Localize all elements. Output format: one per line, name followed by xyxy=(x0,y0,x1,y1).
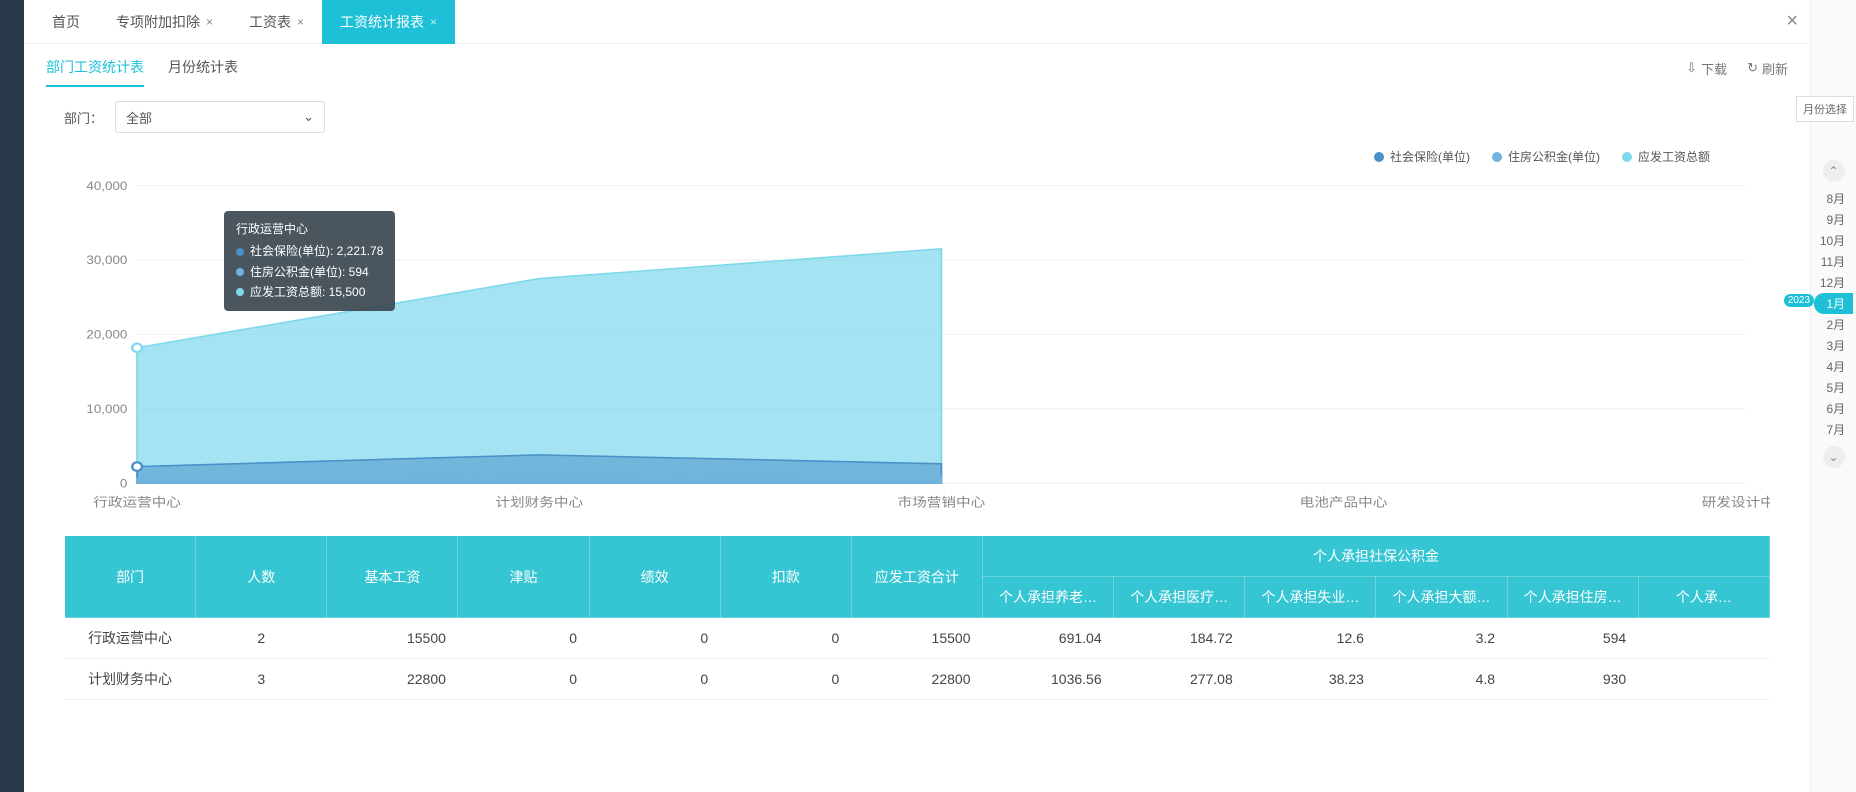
tab-label: 工资表 xyxy=(249,12,291,32)
tab-label: 专项附加扣除 xyxy=(116,12,200,32)
legend-item[interactable]: 应发工资总额 xyxy=(1622,148,1710,165)
salary-table: 部门人数基本工资津贴绩效扣款应发工资合计个人承担社保公积金个人承担养老…个人承担… xyxy=(24,515,1810,700)
month-item[interactable]: 5月 xyxy=(1814,377,1853,398)
tab-label: 工资统计报表 xyxy=(340,12,424,32)
table-group-header: 个人承担社保公积金 xyxy=(982,536,1769,577)
sub-tab-bar: 部门工资统计表月份统计表 ⇩ 下载 ↻ 刷新 xyxy=(24,44,1810,92)
month-rail-header: 月份选择 xyxy=(1796,96,1854,122)
table-cell: 930 xyxy=(1507,659,1638,700)
year-badge: 2023 xyxy=(1784,294,1814,307)
sub-tab[interactable]: 部门工资统计表 xyxy=(46,49,144,87)
svg-text:电池产品中心: 电池产品中心 xyxy=(1300,495,1388,509)
table-header: 个人承担住房… xyxy=(1507,577,1638,618)
table-row[interactable]: 行政运营中心21550000015500691.04184.7212.63.25… xyxy=(65,618,1770,659)
table-header: 部门 xyxy=(65,536,196,618)
table-cell: 0 xyxy=(589,659,720,700)
table-cell: 22800 xyxy=(327,659,458,700)
table-header: 个人承担医疗… xyxy=(1114,577,1245,618)
table-cell: 4.8 xyxy=(1376,659,1507,700)
month-item[interactable]: 11月 xyxy=(1814,251,1853,272)
month-item[interactable]: 10月 xyxy=(1814,230,1853,251)
table-cell: 2 xyxy=(196,618,327,659)
table-cell: 1036.56 xyxy=(982,659,1113,700)
month-item[interactable]: 6月 xyxy=(1814,398,1853,419)
month-prev-icon[interactable]: ⌃ xyxy=(1823,160,1845,182)
refresh-button[interactable]: ↻ 刷新 xyxy=(1747,59,1788,78)
table-cell: 691.04 xyxy=(982,618,1113,659)
table-cell: 0 xyxy=(589,618,720,659)
download-button[interactable]: ⇩ 下载 xyxy=(1686,59,1727,78)
chart-legend: 社会保险(单位) 住房公积金(单位) 应发工资总额 xyxy=(64,142,1770,175)
table-header: 基本工资 xyxy=(327,536,458,618)
top-tab[interactable]: 专项附加扣除 × xyxy=(98,0,231,44)
svg-text:20,000: 20,000 xyxy=(86,328,127,341)
svg-text:行政运营中心: 行政运营中心 xyxy=(93,495,181,509)
table-cell: 0 xyxy=(458,618,589,659)
close-icon[interactable]: × xyxy=(297,15,304,29)
tab-label: 首页 xyxy=(52,12,80,32)
table-cell: 0 xyxy=(458,659,589,700)
table-cell: 12.6 xyxy=(1245,618,1376,659)
svg-text:研发设计中心: 研发设计中心 xyxy=(1702,495,1770,509)
left-nav-rail xyxy=(0,0,24,792)
svg-text:30,000: 30,000 xyxy=(86,254,127,267)
month-item[interactable]: 7月 xyxy=(1814,419,1853,440)
month-item[interactable]: 9月 xyxy=(1814,209,1853,230)
svg-text:计划财务中心: 计划财务中心 xyxy=(495,495,583,509)
month-selector-rail: 月份选择 ⌃ 8月9月10月11月12月1月20232月3月4月5月6月7月 ⌄ xyxy=(1810,0,1856,792)
table-cell: 15500 xyxy=(327,618,458,659)
table-cell: 594 xyxy=(1507,618,1638,659)
table-cell: 3 xyxy=(196,659,327,700)
department-select[interactable]: 全部 ⌄ xyxy=(115,101,325,133)
department-select-value: 全部 xyxy=(126,108,152,127)
table-cell xyxy=(1638,618,1769,659)
svg-text:市场营销中心: 市场营销中心 xyxy=(898,494,986,509)
table-header: 个人承担养老… xyxy=(982,577,1113,618)
table-cell: 行政运营中心 xyxy=(65,618,196,659)
table-cell: 0 xyxy=(720,659,851,700)
sub-tab[interactable]: 月份统计表 xyxy=(168,49,238,87)
legend-item[interactable]: 住房公积金(单位) xyxy=(1492,148,1600,165)
table-row[interactable]: 计划财务中心322800000228001036.56277.0838.234.… xyxy=(65,659,1770,700)
table-cell xyxy=(1638,659,1769,700)
top-tab[interactable]: 工资表 × xyxy=(231,0,322,44)
table-cell: 计划财务中心 xyxy=(65,659,196,700)
table-header: 应发工资合计 xyxy=(851,536,982,618)
legend-item[interactable]: 社会保险(单位) xyxy=(1374,148,1470,165)
month-item[interactable]: 4月 xyxy=(1814,356,1853,377)
close-icon[interactable]: × xyxy=(206,15,213,29)
table-header: 个人承… xyxy=(1638,577,1769,618)
table-header: 扣款 xyxy=(720,536,851,618)
table-cell: 277.08 xyxy=(1114,659,1245,700)
month-item[interactable]: 12月 xyxy=(1814,272,1853,293)
close-all-tabs-icon[interactable]: × xyxy=(1786,10,1798,33)
svg-text:10,000: 10,000 xyxy=(86,403,127,416)
month-item[interactable]: 1月2023 xyxy=(1814,293,1853,314)
month-item[interactable]: 2月 xyxy=(1814,314,1853,335)
table-header: 人数 xyxy=(196,536,327,618)
department-filter-label: 部门： xyxy=(64,108,103,127)
table-cell: 38.23 xyxy=(1245,659,1376,700)
table-header: 津贴 xyxy=(458,536,589,618)
top-tab-bar: 首页专项附加扣除 ×工资表 ×工资统计报表 × × xyxy=(24,0,1810,44)
table-cell: 15500 xyxy=(851,618,982,659)
month-item[interactable]: 3月 xyxy=(1814,335,1853,356)
top-tab[interactable]: 工资统计报表 × xyxy=(322,0,455,44)
table-header: 个人承担失业… xyxy=(1245,577,1376,618)
table-cell: 22800 xyxy=(851,659,982,700)
month-next-icon[interactable]: ⌄ xyxy=(1823,446,1845,468)
table-cell: 184.72 xyxy=(1114,618,1245,659)
salary-area-chart: 0 10,000 20,000 30,000 40,000 行政运营中心 计划财务中心 市场营… xyxy=(64,175,1770,515)
table-header: 绩效 xyxy=(589,536,720,618)
month-item[interactable]: 8月 xyxy=(1814,188,1853,209)
table-cell: 3.2 xyxy=(1376,618,1507,659)
table-cell: 0 xyxy=(720,618,851,659)
table-header: 个人承担大额… xyxy=(1376,577,1507,618)
close-icon[interactable]: × xyxy=(430,15,437,29)
chevron-down-icon: ⌄ xyxy=(303,109,314,125)
svg-text:0: 0 xyxy=(120,477,127,490)
top-tab[interactable]: 首页 xyxy=(34,0,98,44)
svg-text:40,000: 40,000 xyxy=(86,180,127,193)
filter-row: 部门： 全部 ⌄ xyxy=(24,92,1810,142)
